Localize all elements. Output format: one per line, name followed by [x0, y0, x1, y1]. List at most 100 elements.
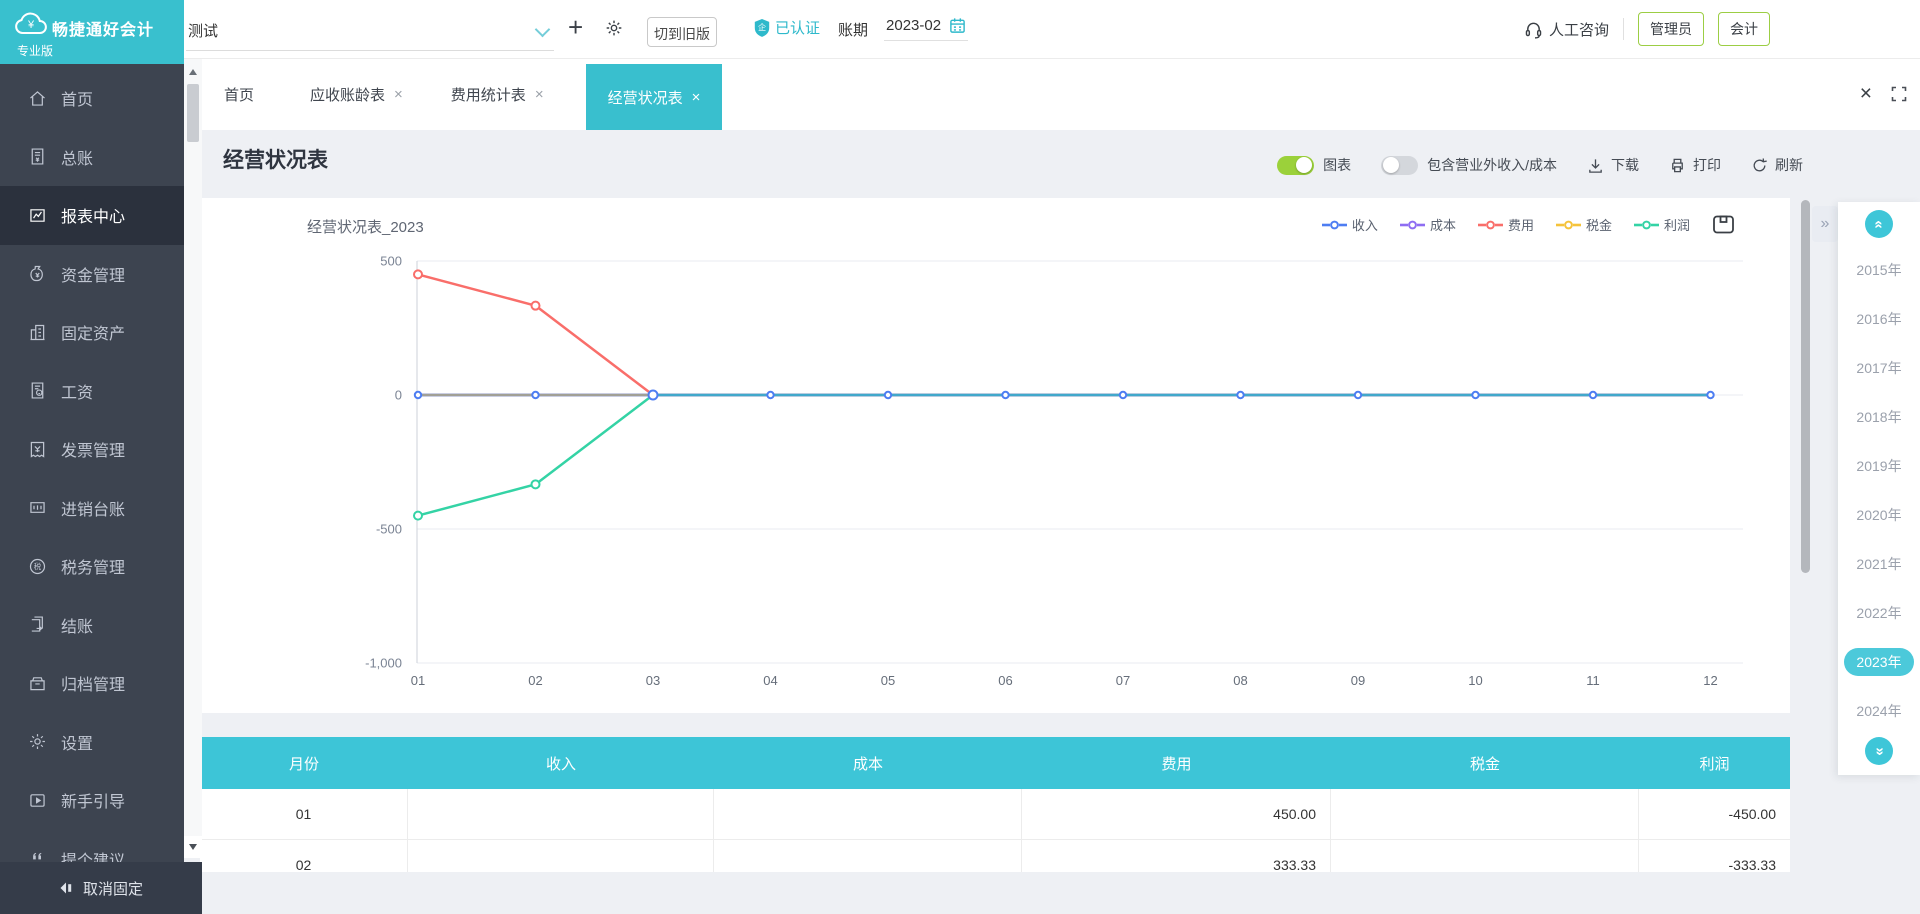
role-accountant-button[interactable]: 会计 — [1718, 12, 1770, 46]
table-header-row: 月份 收入 成本 费用 税金 利润 — [200, 737, 1790, 789]
legend-item-收入[interactable]: 收入 — [1321, 215, 1378, 234]
legend-item-费用[interactable]: 费用 — [1477, 215, 1534, 234]
support-label: 人工咨询 — [1548, 21, 1609, 39]
sidebar-item-结账[interactable]: 结账 — [0, 596, 184, 655]
sidebar-item-固定资产[interactable]: 固定资产 — [0, 303, 184, 362]
tab-close-icon[interactable]: × — [534, 85, 544, 103]
year-item-2023年[interactable]: 2023年 — [1844, 637, 1914, 686]
line-chart[interactable]: 500 0 -500 -1,000 01 02 03 04 05 06 07 08 09 10 11 12 — [200, 198, 1790, 713]
tab-close-icon[interactable]: × — [691, 88, 701, 106]
gear-icon[interactable] — [604, 18, 624, 38]
tab-label: 首页 — [224, 86, 255, 104]
year-item-2020年[interactable]: 2020年 — [1856, 506, 1902, 523]
print-icon — [1672, 158, 1683, 172]
action-下载-button[interactable]: 下载 — [1587, 155, 1639, 175]
year-item-2015年[interactable]: 2015年 — [1856, 261, 1902, 278]
sidebar-scrollbar-thumb[interactable] — [187, 84, 199, 142]
column-header-成本: 成本 — [852, 755, 883, 773]
sidebar-item-发票管理[interactable]: 发票管理 — [0, 420, 184, 479]
svg-text:07: 07 — [1116, 673, 1130, 688]
year-panel: « 2015年 2016年 2017年 2018年 2019年 2020年 2021年 202… — [1838, 202, 1920, 775]
sidebar-item-首页[interactable]: 首页 — [0, 69, 184, 128]
table-row[interactable]: 02 333.33 -333.33 — [200, 840, 1790, 872]
year-item-2024年[interactable]: 2024年 — [1856, 702, 1902, 719]
calendar-icon — [950, 18, 965, 33]
sidebar-item-资金管理[interactable]: 资金管理 — [0, 245, 184, 304]
toggle-switch[interactable] — [1381, 155, 1419, 175]
toggle-switch[interactable] — [1277, 155, 1315, 175]
sidebar-scrollbar[interactable] — [184, 58, 202, 858]
asset-icon — [30, 324, 45, 340]
tab-应收账龄表[interactable]: 应收账龄表 × — [304, 84, 409, 105]
unpin-sidebar-button[interactable]: 取消固定 — [0, 862, 202, 914]
tab-close-icon[interactable]: × — [394, 85, 403, 103]
page-title: 经营状况表 — [223, 149, 328, 172]
years-scroll-up-button[interactable]: « — [1865, 210, 1893, 238]
toggle-knob — [1296, 157, 1313, 173]
chart-title: 经营状况表_2023 — [307, 219, 424, 236]
action-刷新-button[interactable]: 刷新 — [1751, 155, 1803, 175]
cloud-logo-icon: ¥ — [15, 12, 47, 34]
tab-费用统计表[interactable]: 费用统计表 × — [445, 84, 550, 105]
action-打印-button[interactable]: 打印 — [1669, 155, 1721, 175]
save-as-image-button[interactable] — [1712, 214, 1735, 235]
year-item-2016年[interactable]: 2016年 — [1856, 310, 1902, 327]
scroll-down-arrow-icon — [189, 844, 197, 854]
scroll-up-arrow-icon[interactable] — [189, 65, 197, 75]
expand-panel-button[interactable]: » — [1812, 206, 1838, 242]
download-icon — [1589, 158, 1602, 173]
tab-经营状况表[interactable]: 经营状况表 × — [585, 64, 723, 130]
legend-marker-icon — [1321, 220, 1347, 229]
table-row[interactable]: 01 450.00 -450.00 — [200, 789, 1790, 840]
legend-item-成本[interactable]: 成本 — [1399, 215, 1456, 234]
headset-icon — [1525, 22, 1542, 39]
legend-item-税金[interactable]: 税金 — [1555, 215, 1612, 234]
company-selector[interactable]: 测试 — [186, 12, 554, 51]
save-image-icon — [1713, 215, 1734, 234]
top-header: 测试 + 切到旧版 企 已认证 账期 2023-02 — [0, 0, 1920, 59]
years-scroll-down-button[interactable]: « — [1865, 737, 1893, 765]
sidebar-item-label: 设置 — [61, 735, 94, 753]
toggle-knob — [1383, 157, 1400, 173]
sidebar-item-总账[interactable]: 总账 — [0, 128, 184, 187]
tab-首页[interactable]: 首页 — [210, 84, 268, 105]
role-admin-button[interactable]: 管理员 — [1638, 12, 1704, 46]
sidebar-item-进销台账[interactable]: 进销台账 — [0, 479, 184, 538]
legend-item-利润[interactable]: 利润 — [1633, 215, 1690, 234]
year-item-2019年[interactable]: 2019年 — [1856, 457, 1902, 474]
sidebar-item-税务管理[interactable]: 税 税务管理 — [0, 537, 184, 596]
sidebar-item-label: 工资 — [61, 384, 94, 402]
divider — [1623, 18, 1624, 40]
switch-old-version-button[interactable]: 切到旧版 — [647, 17, 717, 47]
add-button[interactable]: + — [568, 12, 584, 42]
year-item-2022年[interactable]: 2022年 — [1856, 604, 1902, 621]
sidebar-item-设置[interactable]: 设置 — [0, 713, 184, 772]
tab-label: 费用统计表 — [450, 86, 526, 104]
certified-badge[interactable]: 企 已认证 — [753, 17, 820, 38]
period-label: 账期 — [838, 21, 869, 39]
year-item-2021年[interactable]: 2021年 — [1856, 555, 1902, 572]
toggle-图表[interactable]: 图表 — [1277, 155, 1351, 175]
brand-name: 畅捷通好会计 — [52, 22, 155, 39]
sidebar-item-工资[interactable]: 工资 — [0, 362, 184, 421]
scroll-down-button[interactable] — [184, 836, 202, 858]
year-item-2017年[interactable]: 2017年 — [1856, 359, 1902, 376]
content-scrollbar-thumb[interactable] — [1801, 200, 1810, 573]
sidebar-item-报表中心[interactable]: 报表中心 — [0, 186, 184, 245]
sidebar-item-新手引导[interactable]: 新手引导 — [0, 771, 184, 830]
svg-text:-500: -500 — [376, 522, 402, 537]
support-button[interactable]: 人工咨询 — [1524, 19, 1609, 40]
archive-icon — [30, 676, 45, 690]
sidebar-item-label: 总账 — [61, 150, 94, 168]
sidebar-item-归档管理[interactable]: 归档管理 — [0, 654, 184, 713]
fullscreen-icon[interactable] — [1890, 85, 1908, 103]
toggle-包含营业外收入/成本[interactable]: 包含营业外收入/成本 — [1381, 155, 1557, 175]
period-picker[interactable]: 2023-02 — [884, 17, 969, 41]
closing-icon — [31, 616, 43, 632]
column-header-月份: 月份 — [288, 755, 319, 773]
svg-text:01: 01 — [411, 673, 425, 688]
legend-label: 收入 — [1351, 218, 1378, 233]
year-item-2018年[interactable]: 2018年 — [1856, 408, 1902, 425]
close-all-tabs-icon[interactable]: × — [1859, 82, 1872, 105]
legend-marker-icon — [1399, 220, 1425, 229]
